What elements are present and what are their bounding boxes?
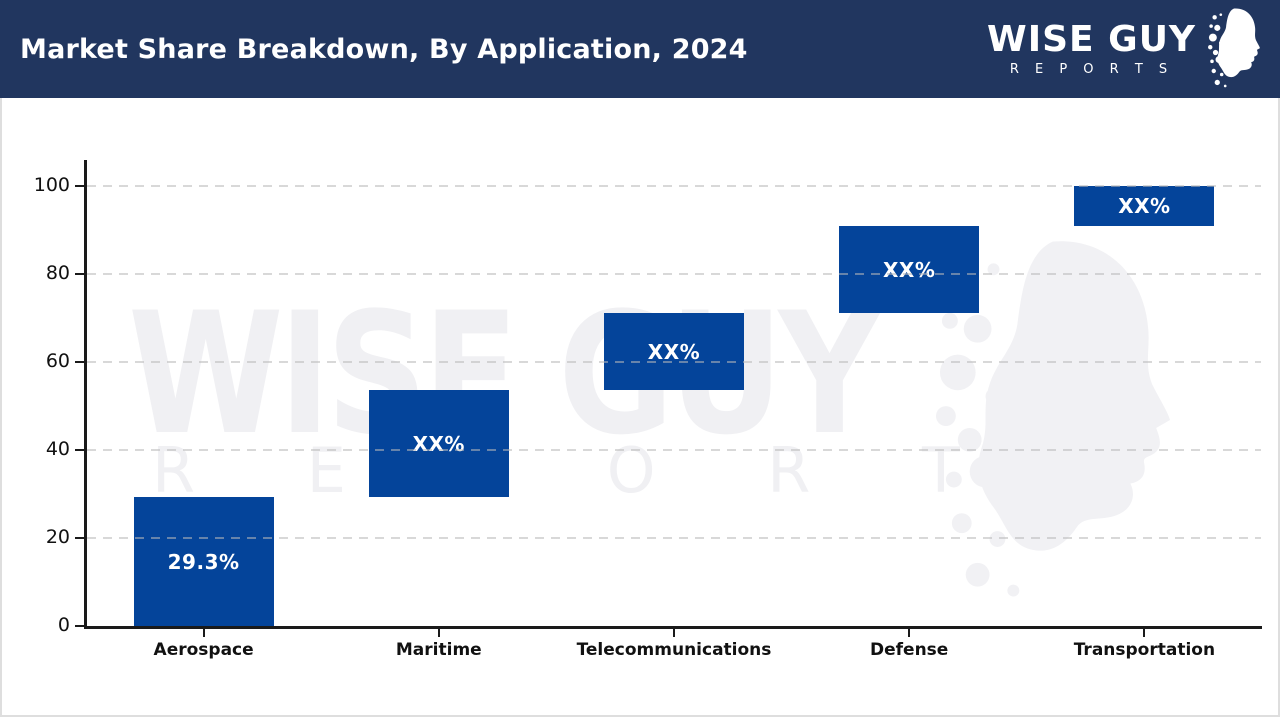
bar-value-label: 29.3% <box>167 549 240 574</box>
page-title: Market Share Breakdown, By Application, … <box>20 33 748 65</box>
bar-value-label: XX% <box>647 339 701 364</box>
gridline-60 <box>87 361 1261 363</box>
x-axis-tick <box>908 629 911 637</box>
y-axis-tick-label: 20 <box>45 526 70 548</box>
header-bar: Market Share Breakdown, By Application, … <box>0 0 1280 98</box>
bar-value-label: XX% <box>1118 194 1171 219</box>
brand-tagline: R E P O R T S <box>1009 61 1174 77</box>
y-axis-tick <box>75 537 84 539</box>
y-axis-tick <box>75 625 84 627</box>
x-category-label: Transportation <box>1073 640 1216 660</box>
x-category-label: Defense <box>870 640 949 660</box>
y-axis-tick <box>75 361 84 363</box>
y-axis-tick-label: 100 <box>33 174 70 196</box>
x-axis-tick <box>202 629 205 637</box>
bar-transportation: XX% <box>1074 186 1215 227</box>
y-axis-tick-label: 80 <box>45 262 70 284</box>
y-axis-tick <box>75 273 84 275</box>
head-profile-logo-icon <box>1198 5 1270 93</box>
bar-value-label: XX% <box>882 257 936 282</box>
gridline-40 <box>87 449 1261 451</box>
brand-name: WISE GUY <box>986 18 1196 60</box>
bar-aerospace: 29.3% <box>133 497 274 626</box>
bar-value-label: XX% <box>412 431 465 456</box>
gridline-100 <box>87 185 1261 187</box>
bar-maritime: XX% <box>368 390 509 498</box>
y-axis-tick <box>75 449 84 451</box>
chart-plot-area: WISE GUY R E P O R T S 0 20 40 60 80 100 29.3%… <box>0 98 1280 720</box>
x-axis-tick <box>1143 629 1146 637</box>
bar-defense: XX% <box>839 226 980 314</box>
y-axis-line <box>84 160 87 629</box>
y-axis-tick-label: 60 <box>45 350 70 372</box>
bar-telecommunications: XX% <box>604 313 744 391</box>
x-category-label: Telecommunications <box>576 640 772 660</box>
brand-logo: WISE GUY R E P O R T S <box>987 0 1270 98</box>
x-category-label: Aerospace <box>153 640 254 660</box>
y-axis-tick <box>75 185 84 187</box>
x-category-label: Maritime <box>395 640 482 660</box>
x-axis-line <box>84 626 1262 629</box>
gridline-80 <box>87 273 1261 275</box>
x-axis-tick <box>437 629 440 637</box>
y-axis-tick-label: 40 <box>45 438 70 460</box>
brand-logo-text: WISE GUY R E P O R T S <box>986 18 1196 77</box>
gridline-20 <box>87 537 1261 539</box>
x-axis-tick <box>673 629 675 637</box>
y-axis-tick-label: 0 <box>57 614 70 636</box>
